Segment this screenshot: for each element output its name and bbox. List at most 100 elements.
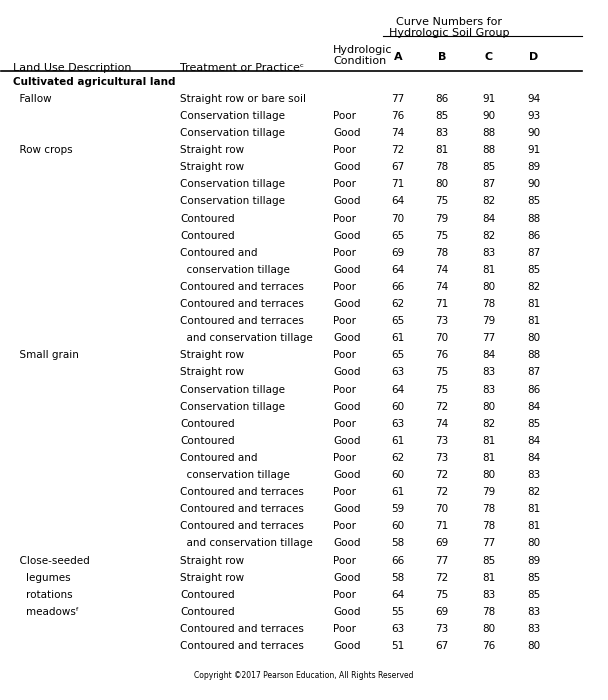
Text: 90: 90	[527, 179, 541, 189]
Text: 83: 83	[527, 607, 541, 617]
Text: Good: Good	[333, 333, 361, 343]
Text: 60: 60	[391, 522, 404, 531]
Text: Good: Good	[333, 402, 361, 412]
Text: 83: 83	[482, 368, 496, 377]
Text: 64: 64	[391, 384, 404, 395]
Text: 80: 80	[482, 470, 495, 480]
Text: Good: Good	[333, 197, 361, 206]
Text: 73: 73	[435, 624, 449, 634]
Text: 59: 59	[391, 504, 404, 514]
Text: Condition: Condition	[333, 56, 386, 66]
Text: Contoured and terraces: Contoured and terraces	[180, 487, 304, 497]
Text: 79: 79	[482, 316, 496, 326]
Text: 75: 75	[435, 384, 449, 395]
Text: 88: 88	[527, 214, 541, 223]
Text: 75: 75	[435, 590, 449, 600]
Text: 63: 63	[391, 368, 404, 377]
Text: 63: 63	[391, 624, 404, 634]
Text: 87: 87	[527, 368, 541, 377]
Text: 67: 67	[435, 641, 449, 651]
Text: Contoured and terraces: Contoured and terraces	[180, 522, 304, 531]
Text: 87: 87	[527, 248, 541, 258]
Text: Poor: Poor	[333, 487, 356, 497]
Text: 83: 83	[527, 624, 541, 634]
Text: 77: 77	[435, 556, 449, 566]
Text: 65: 65	[391, 316, 404, 326]
Text: Contoured: Contoured	[180, 436, 235, 446]
Text: 64: 64	[391, 590, 404, 600]
Text: 74: 74	[435, 265, 449, 275]
Text: 73: 73	[435, 436, 449, 446]
Text: 85: 85	[482, 162, 496, 172]
Text: Good: Good	[333, 299, 361, 309]
Text: Contoured and: Contoured and	[180, 248, 257, 258]
Text: 80: 80	[527, 538, 541, 549]
Text: 66: 66	[391, 282, 404, 292]
Text: 64: 64	[391, 265, 404, 275]
Text: 80: 80	[482, 282, 495, 292]
Text: 84: 84	[482, 350, 496, 360]
Text: 61: 61	[391, 333, 404, 343]
Text: 51: 51	[391, 641, 404, 651]
Text: Fallow: Fallow	[13, 94, 52, 104]
Text: and conservation tillage: and conservation tillage	[180, 538, 313, 549]
Text: 76: 76	[391, 111, 404, 121]
Text: 81: 81	[527, 316, 541, 326]
Text: Contoured and terraces: Contoured and terraces	[180, 641, 304, 651]
Text: 70: 70	[435, 333, 449, 343]
Text: Poor: Poor	[333, 179, 356, 189]
Text: 72: 72	[435, 470, 449, 480]
Text: 85: 85	[527, 197, 541, 206]
Text: 70: 70	[435, 504, 449, 514]
Text: 81: 81	[435, 145, 449, 155]
Text: 72: 72	[435, 573, 449, 582]
Text: 60: 60	[391, 470, 404, 480]
Text: 78: 78	[435, 248, 449, 258]
Text: Poor: Poor	[333, 624, 356, 634]
Text: 86: 86	[527, 230, 541, 241]
Text: 85: 85	[435, 111, 449, 121]
Text: Contoured: Contoured	[180, 607, 235, 617]
Text: 58: 58	[391, 538, 404, 549]
Text: 85: 85	[527, 590, 541, 600]
Text: 74: 74	[435, 282, 449, 292]
Text: Poor: Poor	[333, 248, 356, 258]
Text: Contoured and terraces: Contoured and terraces	[180, 504, 304, 514]
Text: conservation tillage: conservation tillage	[180, 470, 290, 480]
Text: 81: 81	[527, 504, 541, 514]
Text: 55: 55	[391, 607, 404, 617]
Text: Contoured and: Contoured and	[180, 453, 257, 463]
Text: A: A	[393, 52, 402, 62]
Text: Straight row: Straight row	[180, 162, 244, 172]
Text: rotations: rotations	[13, 590, 73, 600]
Text: Good: Good	[333, 265, 361, 275]
Text: Contoured and terraces: Contoured and terraces	[180, 299, 304, 309]
Text: 65: 65	[391, 230, 404, 241]
Text: Good: Good	[333, 504, 361, 514]
Text: Copyright ©2017 Pearson Education, All Rights Reserved: Copyright ©2017 Pearson Education, All R…	[194, 671, 414, 680]
Text: 83: 83	[527, 470, 541, 480]
Text: Conservation tillage: Conservation tillage	[180, 128, 285, 138]
Text: Straight row or bare soil: Straight row or bare soil	[180, 94, 306, 104]
Text: 77: 77	[482, 333, 496, 343]
Text: 69: 69	[435, 538, 449, 549]
Text: 80: 80	[435, 179, 449, 189]
Text: 89: 89	[527, 556, 541, 566]
Text: 78: 78	[435, 162, 449, 172]
Text: 73: 73	[435, 453, 449, 463]
Text: 80: 80	[482, 402, 495, 412]
Text: 88: 88	[482, 128, 496, 138]
Text: Straight row: Straight row	[180, 556, 244, 566]
Text: 71: 71	[435, 522, 449, 531]
Text: Small grain: Small grain	[13, 350, 80, 360]
Text: 72: 72	[435, 487, 449, 497]
Text: Good: Good	[333, 230, 361, 241]
Text: Good: Good	[333, 436, 361, 446]
Text: Good: Good	[333, 128, 361, 138]
Text: 72: 72	[435, 402, 449, 412]
Text: Straight row: Straight row	[180, 573, 244, 582]
Text: Good: Good	[333, 470, 361, 480]
Text: 83: 83	[482, 248, 496, 258]
Text: 86: 86	[435, 94, 449, 104]
Text: 88: 88	[482, 145, 496, 155]
